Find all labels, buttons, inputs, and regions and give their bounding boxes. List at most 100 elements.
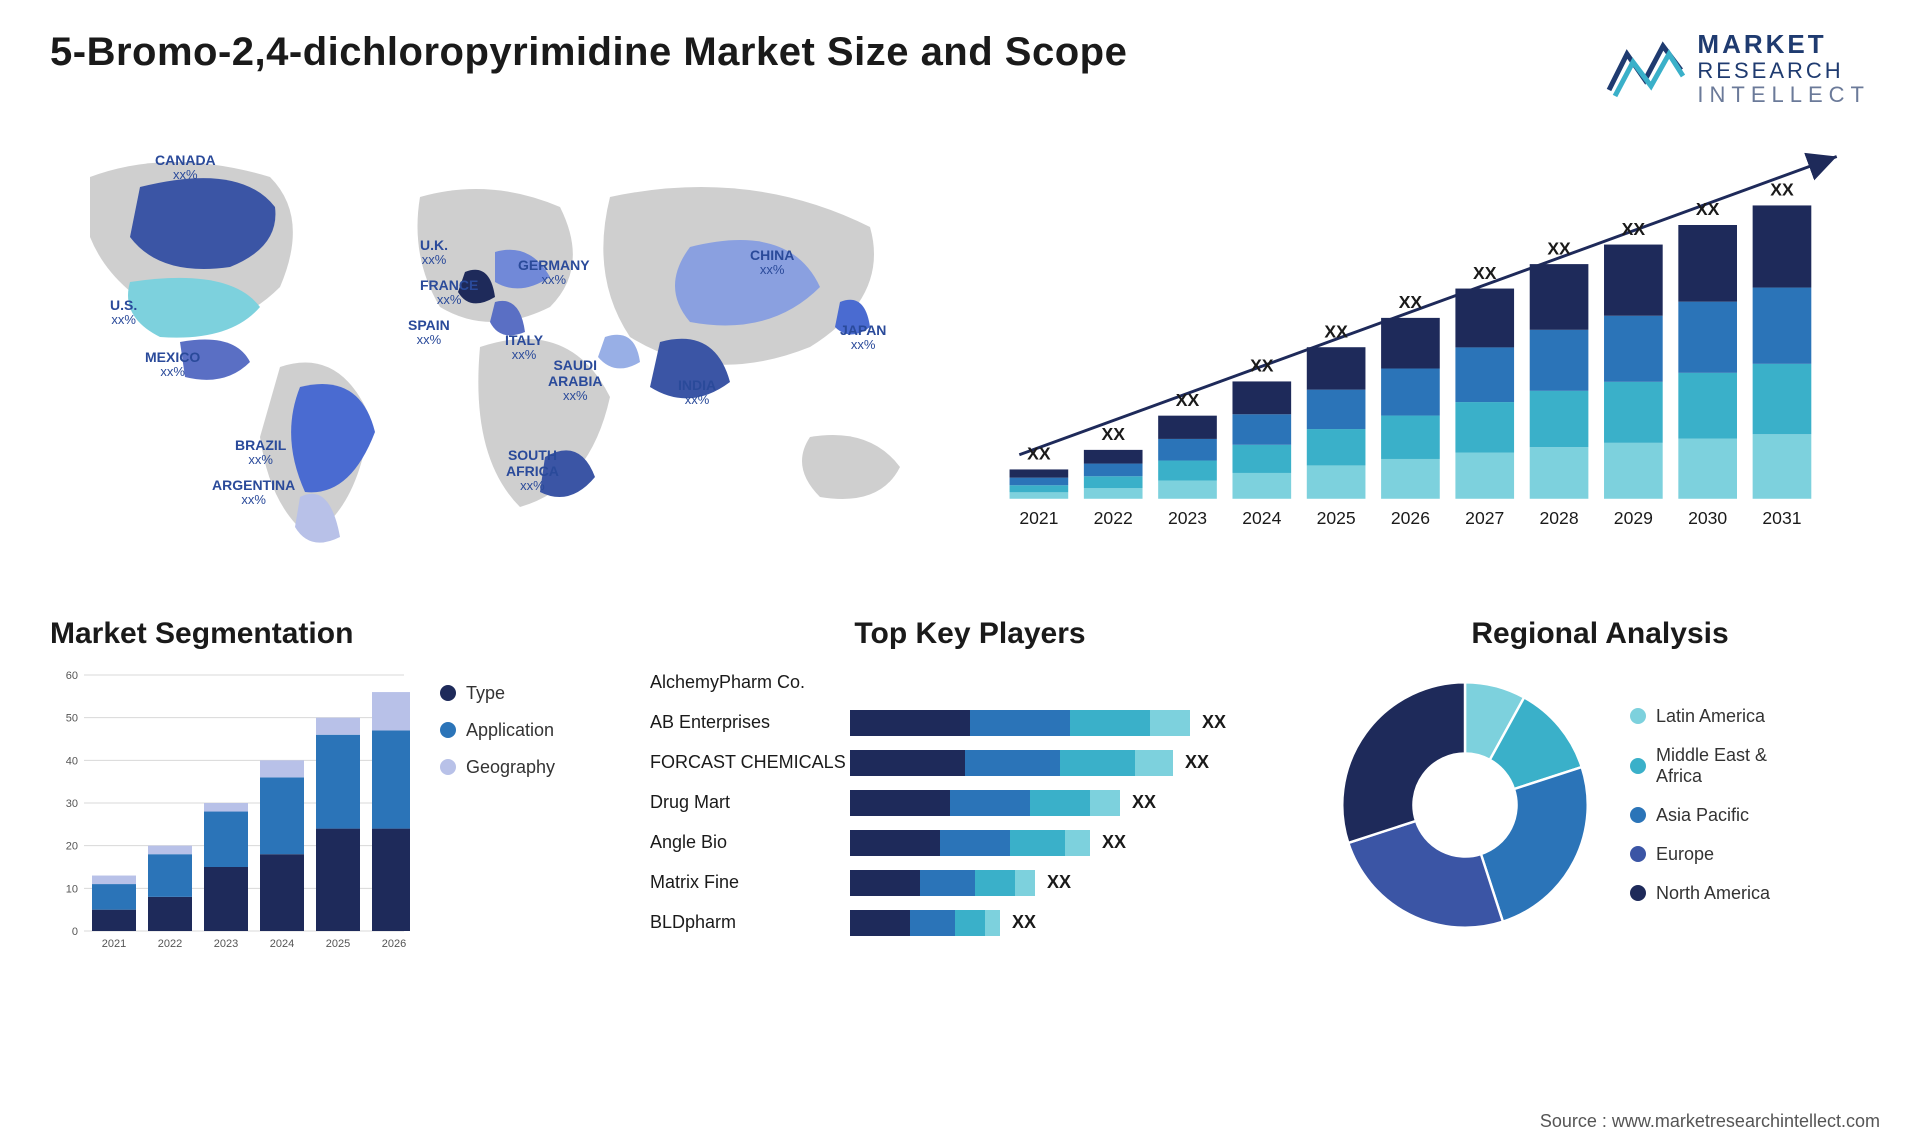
svg-text:XX: XX: [1622, 219, 1646, 239]
svg-text:2026: 2026: [382, 938, 406, 950]
svg-text:2023: 2023: [1168, 508, 1207, 528]
players-panel: Top Key Players AlchemyPharm Co. AB Enter…: [650, 617, 1290, 947]
players-table: AlchemyPharm Co.AB EnterprisesXXFORCAST …: [650, 663, 1290, 943]
svg-text:2030: 2030: [1688, 508, 1727, 528]
page-title: 5-Bromo-2,4-dichloropyrimidine Market Si…: [50, 30, 1127, 75]
brand-logo: MARKET RESEARCH INTELLECT: [1605, 30, 1870, 107]
map-label: SAUDIARABIAxx%: [548, 357, 602, 404]
player-bar: XX: [850, 830, 1290, 856]
svg-text:2025: 2025: [1317, 508, 1356, 528]
svg-text:2029: 2029: [1614, 508, 1653, 528]
svg-text:2021: 2021: [102, 938, 126, 950]
logo-line3: INTELLECT: [1697, 83, 1870, 107]
player-name: BLDpharm: [650, 912, 850, 933]
player-value: XX: [1185, 752, 1209, 773]
player-value: XX: [1202, 712, 1226, 733]
world-map-svg: [50, 137, 930, 557]
segmentation-legend: Type Application Geography: [440, 663, 555, 958]
map-label: BRAZILxx%: [235, 437, 286, 468]
map-label: GERMANYxx%: [518, 257, 590, 288]
map-label: FRANCExx%: [420, 277, 478, 308]
player-value: XX: [1012, 912, 1036, 933]
player-bar: XX: [850, 910, 1290, 936]
player-name: FORCAST CHEMICALS: [650, 752, 850, 773]
svg-text:2022: 2022: [158, 938, 182, 950]
legend-item: Asia Pacific: [1630, 805, 1770, 826]
svg-text:2027: 2027: [1465, 508, 1504, 528]
player-bar: [850, 670, 1290, 696]
growth-chart: XX 2021 XX 2022 XX 2023 XX 2024 XX 2025 XX 2026 XX 20…: [990, 137, 1870, 557]
players-title: Top Key Players: [650, 617, 1290, 651]
player-row: AB EnterprisesXX: [650, 703, 1290, 743]
map-label: ITALYxx%: [505, 332, 543, 363]
svg-text:2026: 2026: [1391, 508, 1430, 528]
player-bar: XX: [850, 750, 1290, 776]
logo-line1: MARKET: [1697, 30, 1870, 59]
svg-text:XX: XX: [1696, 199, 1720, 219]
svg-text:10: 10: [66, 883, 78, 895]
legend-item: Middle East &Africa: [1630, 745, 1770, 787]
player-value: XX: [1132, 792, 1156, 813]
svg-text:2022: 2022: [1094, 508, 1133, 528]
svg-text:2031: 2031: [1762, 508, 1801, 528]
player-name: Drug Mart: [650, 792, 850, 813]
world-map: CANADAxx%U.S.xx%MEXICOxx%BRAZILxx%ARGENT…: [50, 137, 930, 557]
player-name: AlchemyPharm Co.: [650, 672, 850, 693]
regional-legend: Latin AmericaMiddle East &AfricaAsia Pac…: [1630, 706, 1770, 904]
donut-svg: [1330, 670, 1600, 940]
svg-text:XX: XX: [1027, 444, 1051, 464]
player-bar: XX: [850, 790, 1290, 816]
player-row: Matrix Fine XX: [650, 863, 1290, 903]
segmentation-title: Market Segmentation: [50, 617, 610, 651]
svg-text:2021: 2021: [1019, 508, 1058, 528]
svg-text:60: 60: [66, 670, 78, 682]
map-label: SOUTHAFRICAxx%: [506, 447, 559, 494]
player-row: Angle BioXX: [650, 823, 1290, 863]
svg-text:XX: XX: [1324, 321, 1348, 341]
svg-text:40: 40: [66, 755, 78, 767]
svg-text:2025: 2025: [326, 938, 350, 950]
legend-item: Application: [440, 720, 555, 741]
svg-text:2023: 2023: [214, 938, 238, 950]
svg-text:30: 30: [66, 798, 78, 810]
map-label: SPAINxx%: [408, 317, 450, 348]
svg-text:2024: 2024: [270, 938, 294, 950]
map-label: U.K.xx%: [420, 237, 448, 268]
player-name: Angle Bio: [650, 832, 850, 853]
svg-text:50: 50: [66, 713, 78, 725]
legend-item: Type: [440, 683, 555, 704]
segmentation-chart: 0102030405060202120222023202420252026: [50, 663, 410, 958]
growth-chart-svg: XX 2021 XX 2022 XX 2023 XX 2024 XX 2025 XX 2026 XX 20…: [990, 137, 1870, 548]
svg-text:20: 20: [66, 841, 78, 853]
svg-text:2024: 2024: [1242, 508, 1281, 528]
player-value: XX: [1047, 872, 1071, 893]
svg-text:XX: XX: [1770, 180, 1794, 200]
player-row: FORCAST CHEMICALS XX: [650, 743, 1290, 783]
map-label: ARGENTINAxx%: [212, 477, 295, 508]
map-label: JAPANxx%: [840, 322, 886, 353]
legend-item: Geography: [440, 757, 555, 778]
svg-text:XX: XX: [1547, 238, 1571, 258]
legend-item: Europe: [1630, 844, 1770, 865]
map-label: CHINAxx%: [750, 247, 794, 278]
map-label: MEXICOxx%: [145, 349, 200, 380]
player-bar: XX: [850, 870, 1290, 896]
map-label: INDIAxx%: [678, 377, 716, 408]
svg-text:XX: XX: [1473, 263, 1497, 283]
regional-donut: [1330, 670, 1600, 940]
player-row: BLDpharm XX: [650, 903, 1290, 943]
legend-item: North America: [1630, 883, 1770, 904]
regional-panel: Regional Analysis Latin AmericaMiddle Ea…: [1330, 617, 1870, 947]
map-label: U.S.xx%: [110, 297, 137, 328]
player-name: Matrix Fine: [650, 872, 850, 893]
player-row: AlchemyPharm Co.: [650, 663, 1290, 703]
regional-title: Regional Analysis: [1330, 617, 1870, 651]
svg-text:XX: XX: [1250, 356, 1274, 376]
source-label: Source : www.marketresearchintellect.com: [1540, 1111, 1880, 1132]
segmentation-svg: 0102030405060202120222023202420252026: [50, 663, 410, 953]
player-bar: XX: [850, 710, 1290, 736]
player-row: Drug Mart XX: [650, 783, 1290, 823]
logo-icon: [1605, 36, 1685, 100]
segmentation-panel: Market Segmentation 01020304050602021202…: [50, 617, 610, 947]
logo-line2: RESEARCH: [1697, 59, 1870, 83]
